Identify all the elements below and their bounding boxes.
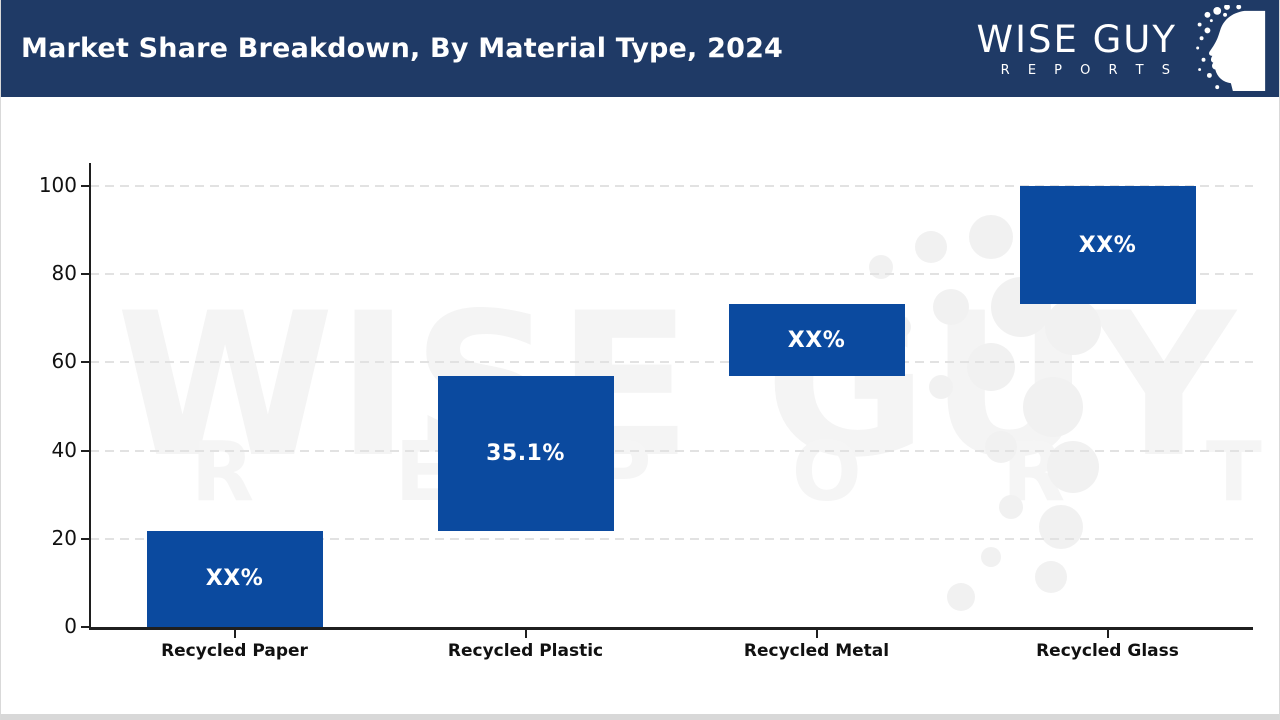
watermark-tagline: R E P O R T S [191,425,1279,520]
brand-logo: WISE GUY R E P O R T S [977,4,1271,94]
y-tick-80 [81,273,89,276]
logo-text: WISE GUY R E P O R T S [977,21,1177,77]
bar-value-label-recycled-paper: XX% [205,566,264,592]
bar-recycled-paper: XX% [146,530,323,627]
logo-wordmark: WISE GUY [976,18,1177,61]
bar-recycled-plastic: 35.1% [437,376,614,531]
logo-face-icon [1196,5,1266,92]
y-tick-60 [81,361,89,364]
bar-value-label-recycled-metal: XX% [787,327,846,353]
y-axis-line [89,163,91,629]
page-title: Market Share Breakdown, By Material Type… [21,33,784,64]
bar-recycled-glass: XX% [1019,186,1196,305]
gridline-20 [90,537,1253,540]
y-tick-label-80: 80 [51,261,77,286]
x-category-label-recycled-paper: Recycled Paper [161,641,308,661]
y-tick-label-0: 0 [64,614,77,638]
y-tick-0 [81,626,89,628]
x-tick-recycled-paper [233,630,236,638]
x-category-label-recycled-glass: Recycled Glass [1036,641,1179,661]
bar-value-label-recycled-plastic: 35.1% [486,440,565,466]
y-tick-100 [81,185,89,187]
bar-recycled-metal: XX% [728,304,905,377]
x-tick-recycled-glass [1106,630,1109,638]
x-category-label-recycled-metal: Recycled Metal [743,641,890,661]
y-tick-40 [81,449,89,452]
gridline-80 [90,273,1253,276]
bar-value-label-recycled-glass: XX% [1078,232,1137,258]
y-tick-20 [81,537,89,540]
x-axis-line [89,627,1253,630]
x-tick-recycled-plastic [524,630,527,638]
x-category-label-recycled-plastic: Recycled Plastic [447,641,604,661]
x-tick-recycled-metal [815,630,818,638]
y-tick-label-20: 20 [51,525,77,550]
gridline-100 [90,185,1253,187]
y-tick-label-60: 60 [51,349,77,374]
y-tick-label-40: 40 [51,437,77,462]
header-bar: Market Share Breakdown, By Material Type… [1,0,1279,97]
watermark-wordmark: WISE GUY [116,270,1238,501]
logo-tagline: R E P O R T S [1000,63,1177,78]
footer-strip [1,714,1279,720]
gridline-40 [90,449,1253,452]
gridline-60 [90,361,1253,364]
y-tick-label-100: 100 [38,173,77,197]
